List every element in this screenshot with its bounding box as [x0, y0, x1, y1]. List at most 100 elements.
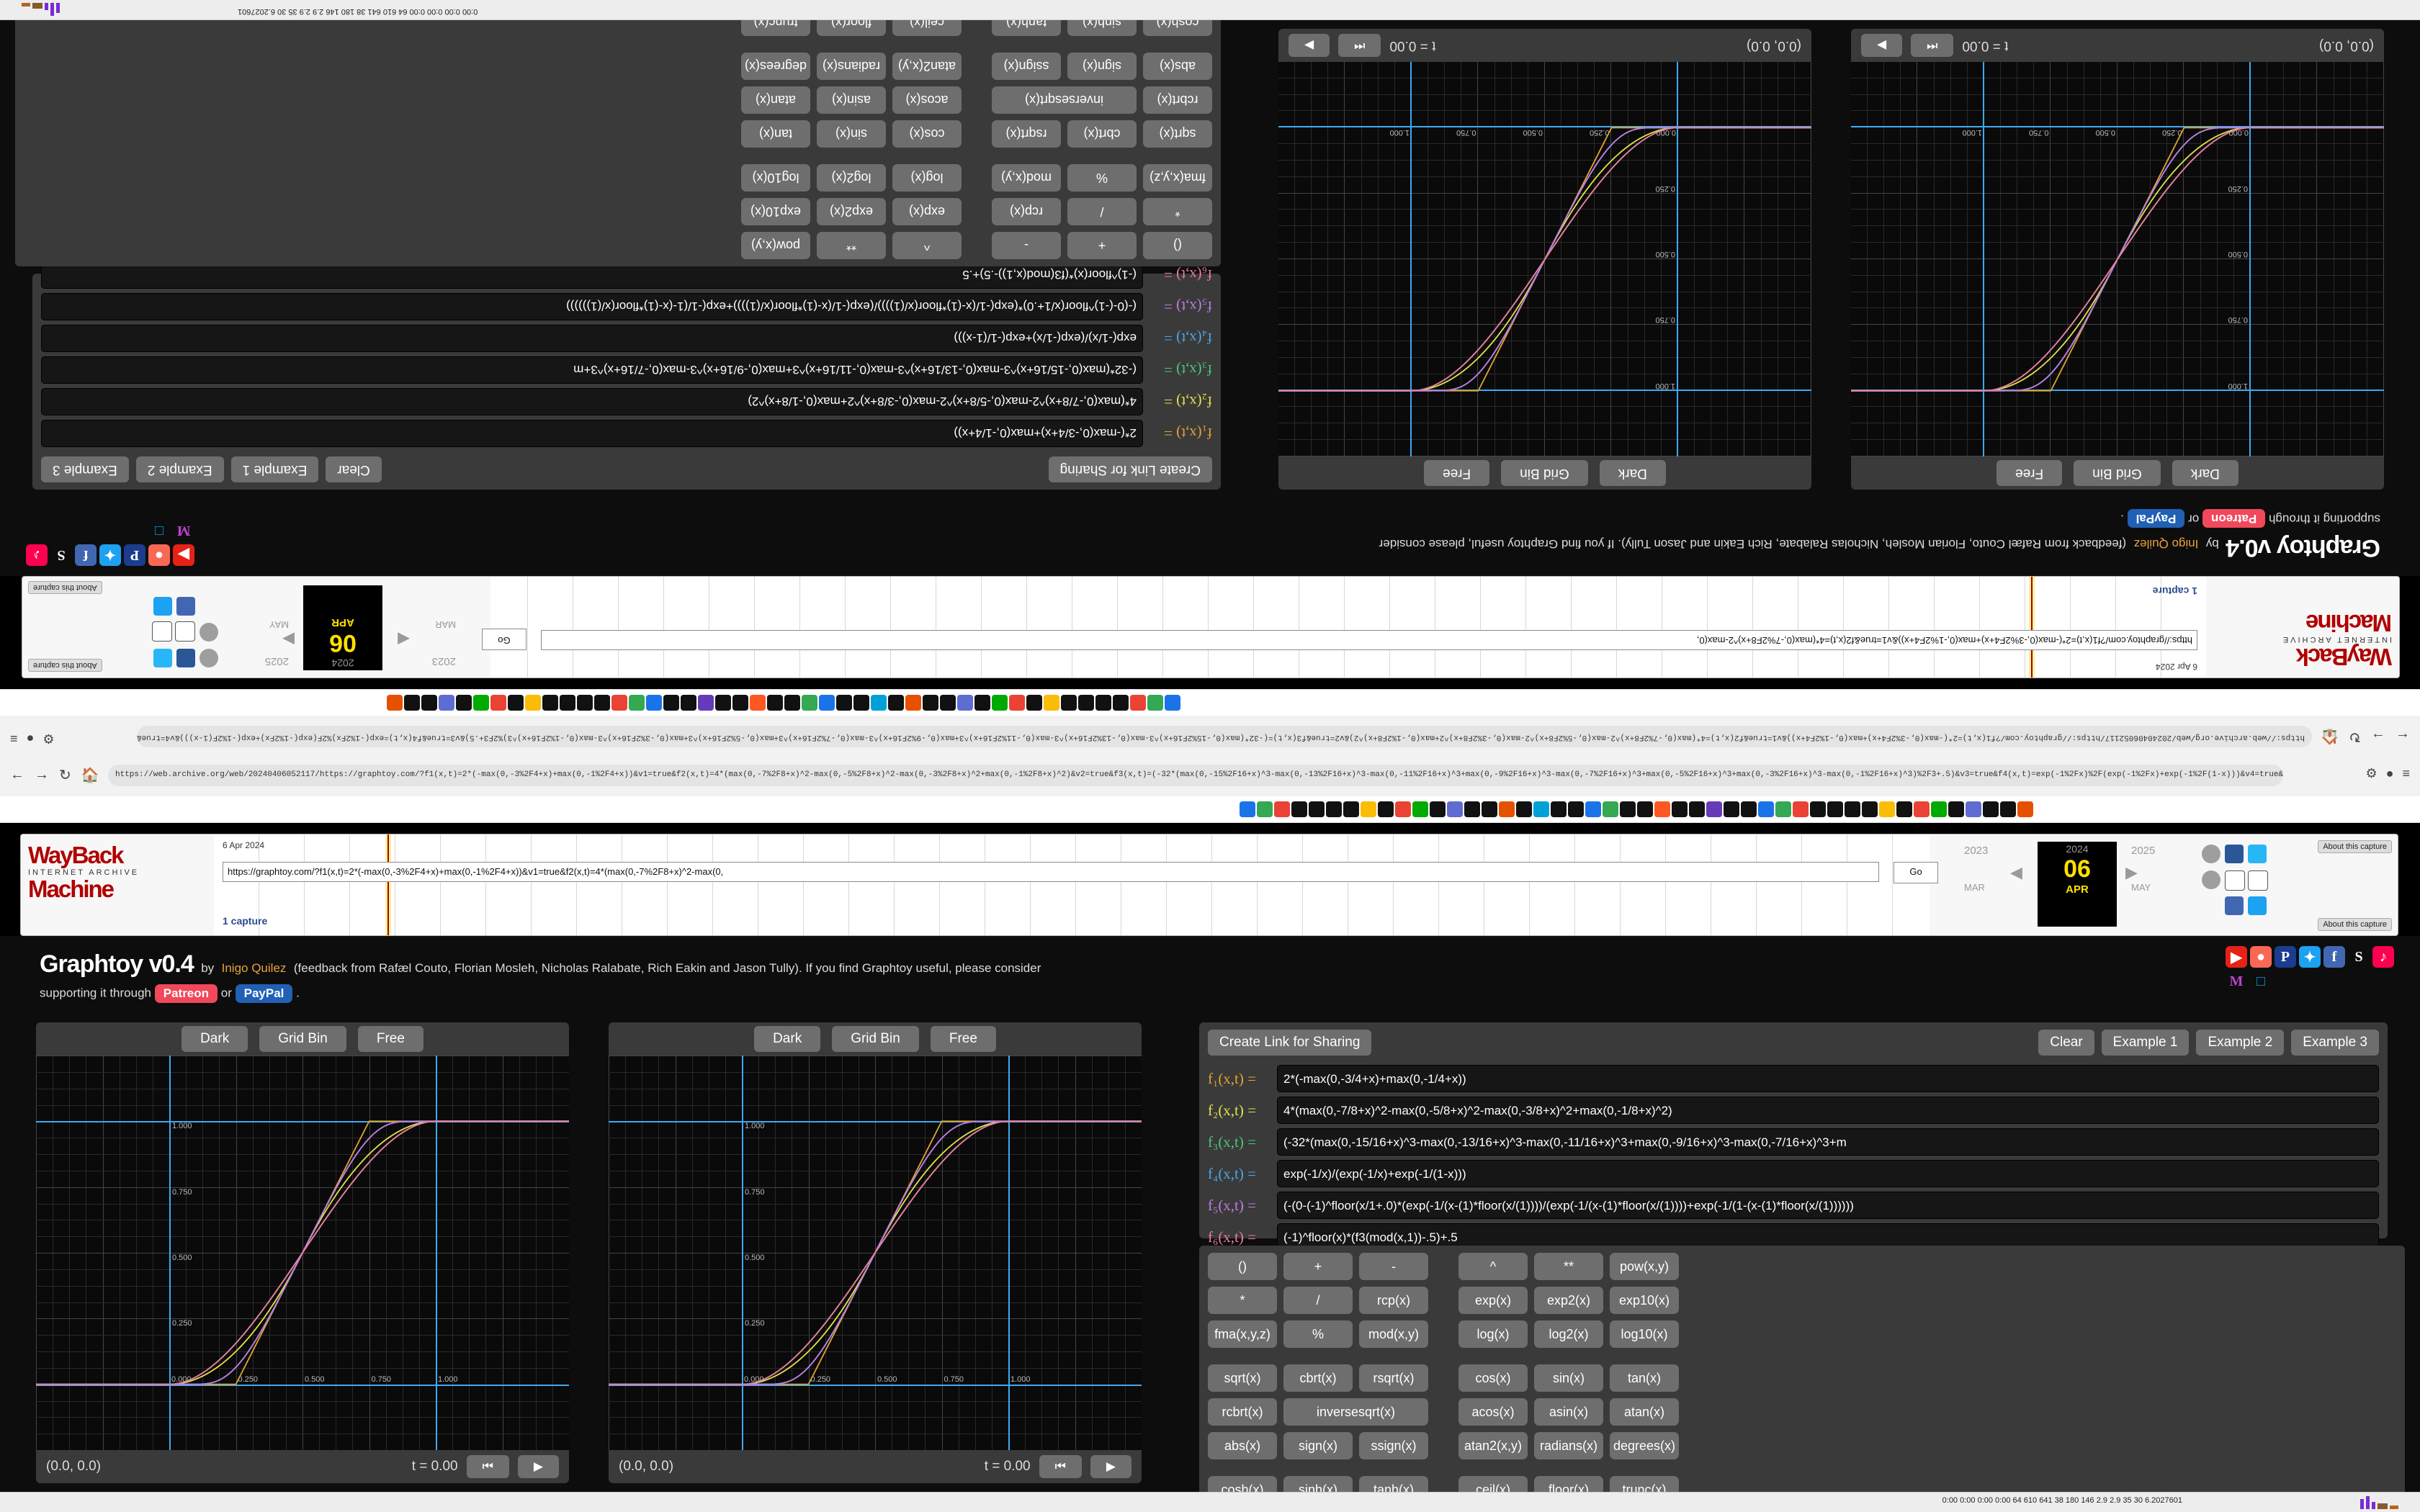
keypad-button-rsqrtx[interactable]: rsqrt(x): [1359, 1364, 1428, 1392]
left-arrow-icon[interactable]: ◀: [398, 631, 410, 649]
keypad-button-logx[interactable]: log(x): [1458, 1320, 1528, 1348]
keypad-button-[interactable]: **: [817, 232, 886, 259]
bookmark-favicon[interactable]: [456, 695, 472, 711]
example-1-button[interactable]: Example 1: [2101, 1030, 2190, 1056]
bookmark-favicon[interactable]: [1378, 801, 1394, 817]
tumblr-icon[interactable]: [176, 649, 195, 667]
keypad-button-rsqrtx[interactable]: rsqrt(x): [992, 120, 1061, 148]
wayback-timeline[interactable]: [490, 577, 2206, 678]
bilibili-icon[interactable]: □: [2256, 973, 2266, 989]
shadertoy-icon[interactable]: S: [2354, 948, 2363, 965]
bookmark-favicon[interactable]: [387, 695, 403, 711]
formula-input-f5[interactable]: (-(0-(-1)^floor(x/1+.0)*(exp(-1/(x-(1)*f…: [41, 293, 1143, 320]
plot-area[interactable]: 0.000 0.250 0.500 0.750 1.000 0.250 0.500 0.750…: [1278, 62, 1811, 456]
keypad-button-cosx[interactable]: cos(x): [1458, 1364, 1528, 1392]
youtube-icon[interactable]: ▶: [2226, 946, 2247, 968]
paypal-icon[interactable]: P: [124, 544, 145, 566]
keypad-button-ssignx[interactable]: ssign(x): [1359, 1432, 1428, 1459]
keypad-button-log2x[interactable]: log2(x): [1534, 1320, 1603, 1348]
keypad-button-[interactable]: /: [1283, 1287, 1353, 1314]
keypad-button-sinx[interactable]: sin(x): [817, 120, 886, 148]
play-icon[interactable]: ▶: [517, 1455, 559, 1478]
keypad-button-log10x[interactable]: log10(x): [741, 164, 810, 192]
bookmark-favicon[interactable]: [2000, 801, 2016, 817]
rewind-to-start-icon[interactable]: ⏮: [466, 1455, 509, 1478]
bookmark-favicon[interactable]: [1533, 801, 1549, 817]
canvas-button-free[interactable]: Free: [1996, 460, 2063, 486]
bookmark-favicon[interactable]: [732, 695, 748, 711]
bookmark-favicon[interactable]: [1291, 801, 1307, 817]
author-link[interactable]: Inigo Quilez: [2133, 537, 2199, 551]
bookmark-favicon[interactable]: [594, 695, 610, 711]
keypad-button-log10x[interactable]: log10(x): [1610, 1320, 1679, 1348]
keypad-button-[interactable]: ^: [1458, 1253, 1528, 1280]
author-link[interactable]: Inigo Quilez: [221, 961, 287, 975]
wayback-about-toggle-bottom[interactable]: About this capture: [2318, 918, 2392, 931]
example-3-button[interactable]: Example 3: [41, 456, 129, 482]
bookmark-favicon[interactable]: [750, 695, 766, 711]
wayback-about-toggle-top[interactable]: About this capture: [2318, 840, 2392, 853]
bookmark-favicon[interactable]: [1620, 801, 1636, 817]
keypad-button-sqrtx[interactable]: sqrt(x): [1208, 1364, 1277, 1392]
keypad-button-absx[interactable]: abs(x): [1143, 53, 1212, 80]
bookmark-favicon[interactable]: [1706, 801, 1722, 817]
keypad-button-sinx[interactable]: sin(x): [1534, 1364, 1603, 1392]
bookmark-favicon[interactable]: [836, 695, 852, 711]
tiktok-icon[interactable]: ♪: [26, 544, 48, 566]
formula-input-f2[interactable]: 4*(max(0,-7/8+x)^2-max(0,-5/8+x)^2-max(0…: [1277, 1097, 2379, 1124]
bookmark-favicon[interactable]: [1689, 801, 1705, 817]
bookmark-favicon[interactable]: [698, 695, 714, 711]
bookmark-favicon[interactable]: [508, 695, 524, 711]
bookmark-favicon[interactable]: [1026, 695, 1042, 711]
formula-input-f1[interactable]: 2*(-max(0,-3/4+x)+max(0,-1/4+x)): [41, 420, 1143, 447]
bookmark-favicon[interactable]: [1758, 801, 1774, 817]
keypad-button-rcbrtx[interactable]: rcbrt(x): [1143, 86, 1212, 114]
example-2-button[interactable]: Example 2: [2196, 1030, 2285, 1056]
reload-icon[interactable]: ↻: [59, 768, 71, 783]
close-icon[interactable]: [200, 649, 218, 667]
wayback-month-next[interactable]: MAY: [269, 619, 289, 630]
facebook-icon[interactable]: f: [75, 544, 97, 566]
bookmark-favicon[interactable]: [1078, 695, 1094, 711]
bookmark-favicon[interactable]: [1464, 801, 1480, 817]
play-icon[interactable]: ▶: [1861, 34, 1903, 57]
canvas-button-grid-bin[interactable]: Grid Bin: [2074, 460, 2161, 486]
keypad-button-log2x[interactable]: log2(x): [817, 164, 886, 192]
twitter-icon[interactable]: [153, 597, 172, 616]
rewind-to-start-icon[interactable]: ⏮: [1338, 34, 1381, 57]
keypad-button-exp10x[interactable]: exp10(x): [741, 198, 810, 225]
taskbar-tray[interactable]: [22, 3, 60, 17]
clear-button[interactable]: Clear: [326, 456, 382, 482]
history-icon[interactable]: [200, 623, 218, 642]
keypad-button-signx[interactable]: sign(x): [1283, 1432, 1353, 1459]
keypad-button-[interactable]: (): [1208, 1253, 1277, 1280]
bookmark-favicon[interactable]: [1983, 801, 1999, 817]
wayback-go-button[interactable]: Go: [1894, 862, 1938, 883]
youtube-icon[interactable]: ▶: [173, 544, 194, 566]
bookmark-favicon[interactable]: [2017, 801, 2033, 817]
bookmark-favicon[interactable]: [1499, 801, 1515, 817]
plot-area[interactable]: 0.000 0.250 0.500 0.750 1.000 0.250 0.500 0.750…: [609, 1056, 1142, 1450]
keypad-button-degreesx[interactable]: degrees(x): [741, 53, 810, 80]
create-link-button[interactable]: Create Link for Sharing: [1048, 456, 1212, 482]
tiktok-icon[interactable]: ♪: [2372, 946, 2394, 968]
keypad-button-tanx[interactable]: tan(x): [741, 120, 810, 148]
mastodon-icon[interactable]: M: [2229, 973, 2244, 989]
bookmark-favicon[interactable]: [646, 695, 662, 711]
home-icon[interactable]: 🏠: [2321, 729, 2339, 744]
keypad-button-[interactable]: **: [1534, 1253, 1603, 1280]
reload-icon[interactable]: ↻: [2349, 729, 2361, 744]
bookmark-favicon[interactable]: [802, 695, 817, 711]
keypad-button-asinx[interactable]: asin(x): [1534, 1398, 1603, 1426]
graph-canvas-left[interactable]: Dark Grid Bin Free 0.000 0.250 0.500 0.750 1.00…: [1851, 29, 2384, 490]
wayback-logo[interactable]: WayBack INTERNET ARCHIVE Machine: [28, 843, 208, 922]
graph-canvas-right[interactable]: Dark Grid Bin Free 0.000 0.250 0.500 0.750 1.00…: [1278, 29, 1811, 490]
tumblr-icon[interactable]: [2225, 845, 2244, 863]
keypad-button-atan2xy[interactable]: atan2(x,y): [1458, 1432, 1528, 1459]
wayback-go-button[interactable]: Go: [482, 629, 526, 650]
paypal-icon[interactable]: P: [2275, 946, 2296, 968]
bookmark-favicon[interactable]: [905, 695, 921, 711]
address-bar[interactable]: https://web.archive.org/web/202404060521…: [137, 726, 2312, 747]
bookmark-favicon[interactable]: [1672, 801, 1688, 817]
bookmark-favicon[interactable]: [1395, 801, 1411, 817]
